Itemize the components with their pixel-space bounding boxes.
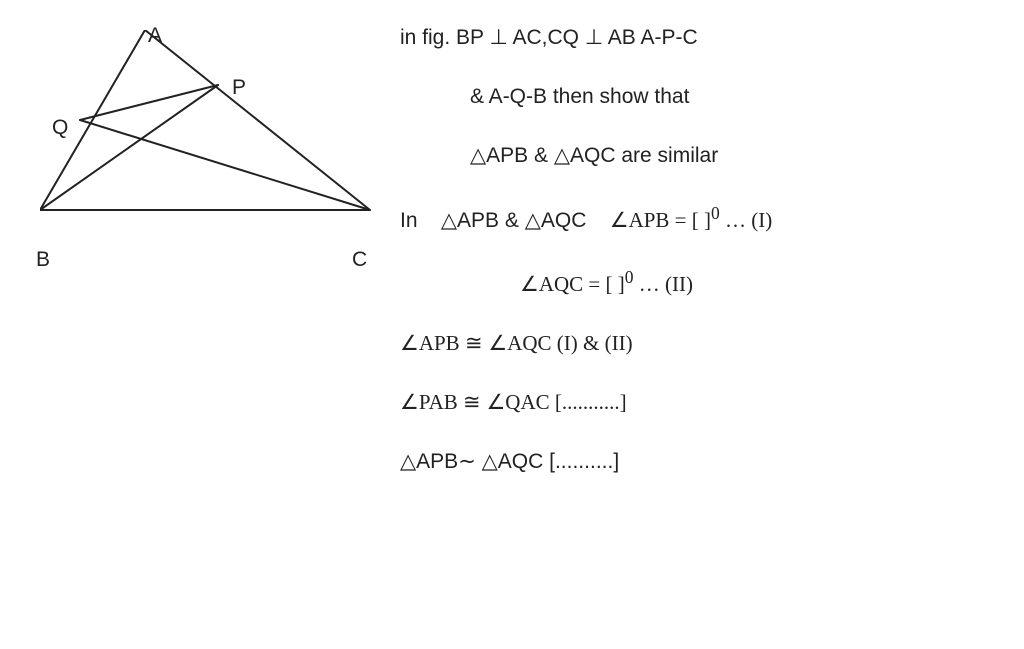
segment-pq [80, 85, 218, 120]
aqc-eq: AQC = [ ] [539, 272, 625, 296]
l4-b: AQC [541, 209, 587, 232]
line-2: & A-Q-B then show that [400, 84, 1010, 109]
line-3: △APB & △AQC are similar [400, 143, 1010, 168]
l4-a: APB & [457, 209, 525, 232]
l7-b: QAC [...........] [505, 390, 626, 414]
perp-icon: ⊥ [585, 25, 603, 49]
angle-icon: ∠ [520, 272, 539, 296]
label-b: B [36, 248, 50, 272]
angle-icon: ∠ [400, 331, 419, 355]
angle-icon: ∠ [488, 331, 507, 355]
label-p: P [232, 76, 246, 100]
l8-a: APB [416, 450, 458, 473]
triangle-icon: △ [400, 449, 416, 473]
proof-text-column: in fig. BP ⊥ AC,CQ ⊥ AB A-P-C & A-Q-B th… [400, 25, 1010, 509]
segment-cq [80, 120, 370, 210]
line-8: △APB∼ △AQC [..........] [400, 449, 1010, 474]
l1-c: AB A-P-C [603, 26, 698, 49]
l6-a: APB [419, 331, 465, 355]
triangle-icon: △ [554, 143, 570, 167]
l2: & A-Q-B then show that [470, 85, 689, 108]
similar-icon: ∼ [458, 449, 476, 473]
segment-bp [40, 85, 218, 210]
sup0: 0 [625, 267, 634, 287]
line-4: In △APB & △AQC ∠APB = [ ]0 … (I) [400, 203, 1010, 233]
eq-ii: (II) [665, 272, 693, 296]
l1-b: AC,CQ [508, 26, 585, 49]
angle-icon: ∠ [400, 390, 419, 414]
label-a: A [148, 24, 162, 48]
congruent-icon: ≅ [465, 331, 483, 355]
label-c: C [352, 248, 367, 272]
angle-icon: ∠ [486, 390, 505, 414]
line-7: ∠PAB ≅ ∠QAC [...........] [400, 390, 1010, 415]
congruent-icon: ≅ [463, 390, 481, 414]
sup0: 0 [711, 203, 720, 223]
triangle-svg [40, 30, 390, 230]
angle-icon: ∠ [610, 208, 629, 232]
triangle-abc [40, 30, 370, 210]
eq-i: (I) [751, 208, 772, 232]
l3-a: APB & [486, 144, 554, 167]
label-q: Q [52, 116, 68, 140]
l8-b: AQC [..........] [498, 450, 619, 473]
perp-icon: ⊥ [490, 25, 508, 49]
dots: … [634, 272, 666, 296]
triangle-icon: △ [441, 208, 457, 232]
l1-a: in fig. BP [400, 26, 490, 49]
ln-label: In [400, 209, 418, 232]
line-6: ∠APB ≅ ∠AQC (I) & (II) [400, 331, 1010, 356]
l7-a: PAB [419, 390, 463, 414]
page-root: A P Q B C in fig. BP ⊥ AC,CQ ⊥ AB A-P-C … [0, 0, 1024, 649]
l3-b: AQC are similar [570, 144, 718, 167]
dots: … [720, 208, 752, 232]
line-5: ∠AQC = [ ]0 … (II) [400, 267, 1010, 297]
l6-c: AQC (I) & (II) [507, 331, 632, 355]
triangle-icon: △ [525, 208, 541, 232]
geometry-figure: A P Q B C [40, 30, 390, 235]
apb-eq: APB = [ ] [629, 208, 711, 232]
triangle-icon: △ [470, 143, 486, 167]
triangle-icon: △ [482, 449, 498, 473]
line-1: in fig. BP ⊥ AC,CQ ⊥ AB A-P-C [400, 25, 1010, 50]
